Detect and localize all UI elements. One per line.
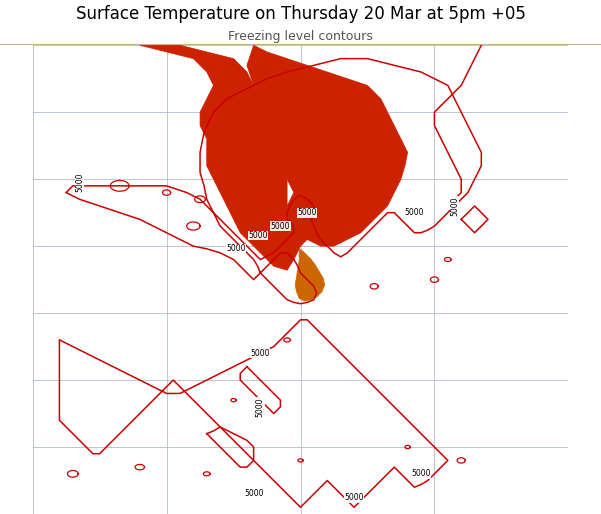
Text: 5000: 5000 <box>404 208 424 217</box>
Polygon shape <box>295 249 325 301</box>
Text: 5000: 5000 <box>297 208 317 217</box>
Polygon shape <box>140 45 307 270</box>
Text: 5000: 5000 <box>256 397 265 417</box>
Polygon shape <box>247 45 407 246</box>
Text: 5000: 5000 <box>227 244 246 253</box>
Text: 5000: 5000 <box>411 469 431 479</box>
Text: 5000: 5000 <box>248 231 267 240</box>
Text: 5000: 5000 <box>344 493 364 502</box>
Text: 5000: 5000 <box>244 489 263 499</box>
Text: 5000: 5000 <box>75 172 84 192</box>
Text: 5000: 5000 <box>251 349 270 358</box>
Text: Freezing level contours: Freezing level contours <box>228 30 373 43</box>
Text: Surface Temperature on Thursday 20 Mar at 5pm +05: Surface Temperature on Thursday 20 Mar a… <box>76 5 525 23</box>
Text: 5000: 5000 <box>450 196 459 216</box>
Text: 5000: 5000 <box>270 222 290 231</box>
